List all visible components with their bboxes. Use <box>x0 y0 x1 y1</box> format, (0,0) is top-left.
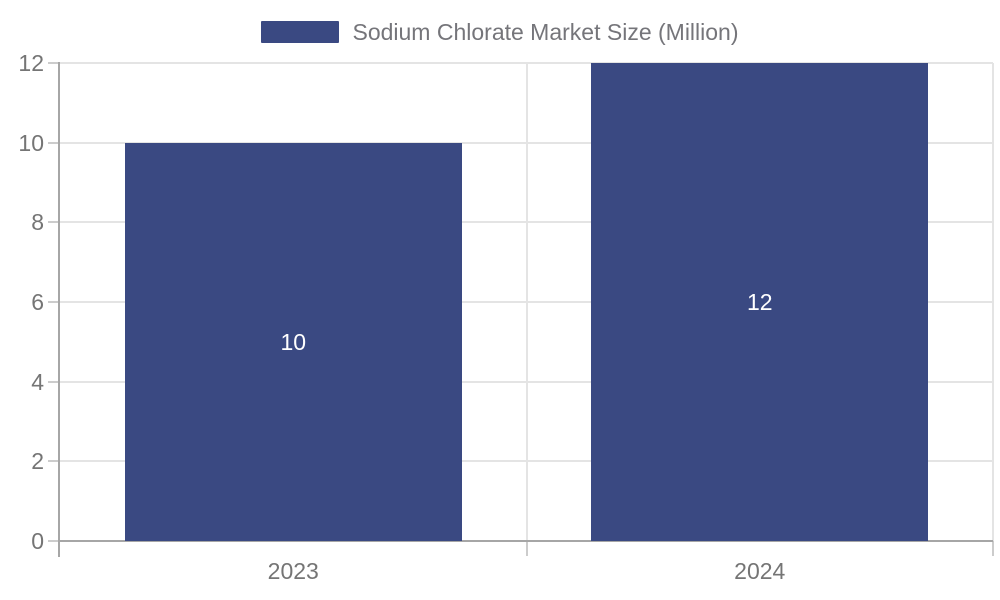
legend-swatch <box>261 21 340 43</box>
y-axis-tick <box>48 62 60 64</box>
y-axis-tick <box>48 460 60 463</box>
bar-2023[interactable] <box>124 142 462 541</box>
gridline-vertical <box>525 63 528 541</box>
x-axis-label-2024: 2024 <box>734 558 786 584</box>
y-axis-tick-label: 8 <box>31 209 44 236</box>
y-axis-tick-label: 0 <box>31 528 44 554</box>
bar-2024[interactable] <box>591 63 929 541</box>
y-axis-tick <box>48 540 60 542</box>
y-axis-tick-label: 2 <box>31 448 44 475</box>
y-axis-tick <box>48 380 60 383</box>
y-axis-tick <box>48 301 60 303</box>
y-axis-line <box>58 62 60 557</box>
legend[interactable]: Sodium Chlorate Market Size (Million) <box>0 19 1000 45</box>
bar-value-label: 10 <box>280 328 307 355</box>
y-axis-tick-label: 12 <box>18 50 44 76</box>
y-axis-tick-label: 6 <box>31 289 44 315</box>
x-axis-label-2023: 2023 <box>267 558 319 584</box>
y-axis-tick <box>48 221 60 224</box>
legend-label: Sodium Chlorate Market Size (Million) <box>352 19 739 45</box>
y-axis-tick-label: 4 <box>31 368 44 395</box>
y-axis-tick <box>48 141 60 144</box>
x-axis-tick <box>992 541 994 556</box>
x-axis-tick <box>525 541 528 556</box>
x-axis-line <box>58 540 993 542</box>
bar-value-label: 12 <box>746 289 773 315</box>
y-axis-tick-label: 10 <box>18 129 44 156</box>
gridline-vertical <box>992 63 994 541</box>
